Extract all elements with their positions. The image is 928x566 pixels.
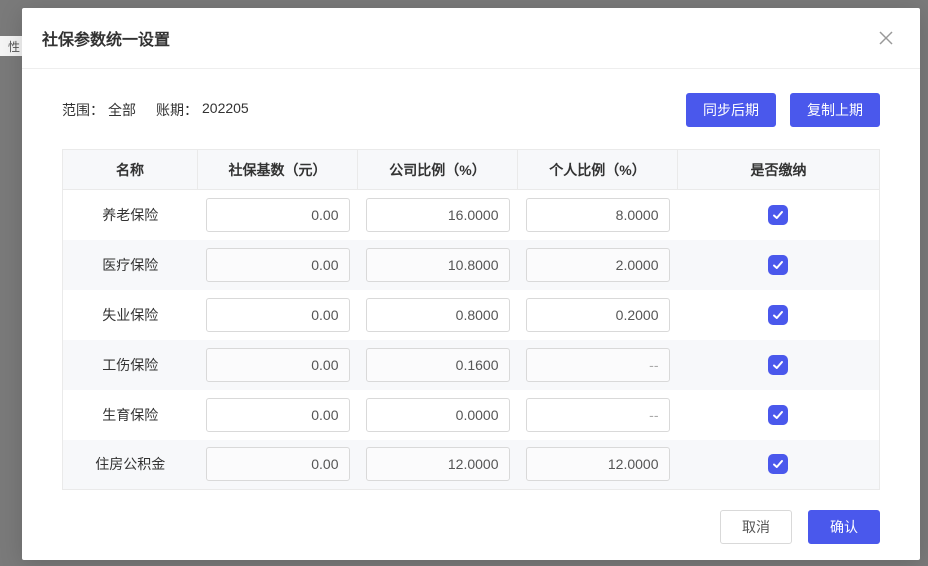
header-company-ratio: 公司比例（%） — [358, 150, 518, 190]
table-row: 养老保险 — [63, 190, 880, 240]
modal-body: 范围： 全部 账期： 202205 同步后期 复制上期 名称 社保基数（元） 公… — [22, 69, 920, 496]
scope-value: 全部 — [108, 100, 136, 120]
table-header-row: 名称 社保基数（元） 公司比例（%） 个人比例（%） 是否缴纳 — [63, 150, 880, 190]
scope-meta: 范围： 全部 — [62, 100, 136, 120]
enabled-checkbox[interactable] — [768, 305, 788, 325]
backdrop-fragment: 性 — [0, 36, 22, 56]
personal-ratio-input[interactable] — [526, 447, 670, 481]
company-ratio-input[interactable] — [366, 398, 510, 432]
modal-title: 社保参数统一设置 — [42, 26, 170, 50]
cancel-button[interactable]: 取消 — [720, 510, 792, 544]
row-name: 住房公积金 — [63, 440, 198, 490]
check-icon — [772, 309, 784, 321]
close-icon — [879, 31, 893, 45]
company-ratio-input[interactable] — [366, 298, 510, 332]
period-meta: 账期： 202205 — [156, 100, 249, 120]
check-icon — [772, 409, 784, 421]
table-row: 失业保险 — [63, 290, 880, 340]
row-name: 生育保险 — [63, 390, 198, 440]
row-name: 医疗保险 — [63, 240, 198, 290]
row-name: 工伤保险 — [63, 340, 198, 390]
enabled-checkbox[interactable] — [768, 355, 788, 375]
company-ratio-input[interactable] — [366, 348, 510, 382]
personal-ratio-input[interactable] — [526, 248, 670, 282]
table-row: 生育保险 — [63, 390, 880, 440]
header-base: 社保基数（元） — [198, 150, 358, 190]
check-icon — [772, 209, 784, 221]
social-insurance-settings-modal: 社保参数统一设置 范围： 全部 账期： 202205 同步后期 复 — [22, 8, 920, 560]
row-name: 养老保险 — [63, 190, 198, 240]
header-personal-ratio: 个人比例（%） — [518, 150, 678, 190]
base-input[interactable] — [206, 348, 350, 382]
enabled-checkbox[interactable] — [768, 255, 788, 275]
period-label: 账期： — [156, 100, 198, 120]
personal-ratio-input — [526, 348, 670, 382]
scope-label: 范围： — [62, 100, 104, 120]
base-input[interactable] — [206, 198, 350, 232]
company-ratio-input[interactable] — [366, 198, 510, 232]
company-ratio-input[interactable] — [366, 248, 510, 282]
confirm-button[interactable]: 确认 — [808, 510, 880, 544]
enabled-checkbox[interactable] — [768, 454, 788, 474]
base-input[interactable] — [206, 298, 350, 332]
enabled-checkbox[interactable] — [768, 405, 788, 425]
base-input[interactable] — [206, 248, 350, 282]
meta-row: 范围： 全部 账期： 202205 同步后期 复制上期 — [62, 93, 880, 127]
meta-right: 同步后期 复制上期 — [686, 93, 880, 127]
modal-header: 社保参数统一设置 — [22, 8, 920, 69]
period-value: 202205 — [202, 100, 249, 120]
personal-ratio-input — [526, 398, 670, 432]
enabled-checkbox[interactable] — [768, 205, 788, 225]
check-icon — [772, 259, 784, 271]
insurance-table: 名称 社保基数（元） 公司比例（%） 个人比例（%） 是否缴纳 养老保险医疗保险… — [62, 149, 880, 490]
base-input[interactable] — [206, 398, 350, 432]
table-row: 住房公积金 — [63, 440, 880, 490]
personal-ratio-input[interactable] — [526, 298, 670, 332]
table-row: 工伤保险 — [63, 340, 880, 390]
meta-left: 范围： 全部 账期： 202205 — [62, 100, 249, 120]
personal-ratio-input[interactable] — [526, 198, 670, 232]
base-input[interactable] — [206, 447, 350, 481]
header-name: 名称 — [63, 150, 198, 190]
modal-footer: 取消 确认 — [22, 496, 920, 560]
row-name: 失业保险 — [63, 290, 198, 340]
copy-prev-button[interactable]: 复制上期 — [790, 93, 880, 127]
close-button[interactable] — [876, 28, 896, 48]
sync-next-button[interactable]: 同步后期 — [686, 93, 776, 127]
company-ratio-input[interactable] — [366, 447, 510, 481]
table-row: 医疗保险 — [63, 240, 880, 290]
check-icon — [772, 359, 784, 371]
header-enabled: 是否缴纳 — [678, 150, 880, 190]
check-icon — [772, 458, 784, 470]
